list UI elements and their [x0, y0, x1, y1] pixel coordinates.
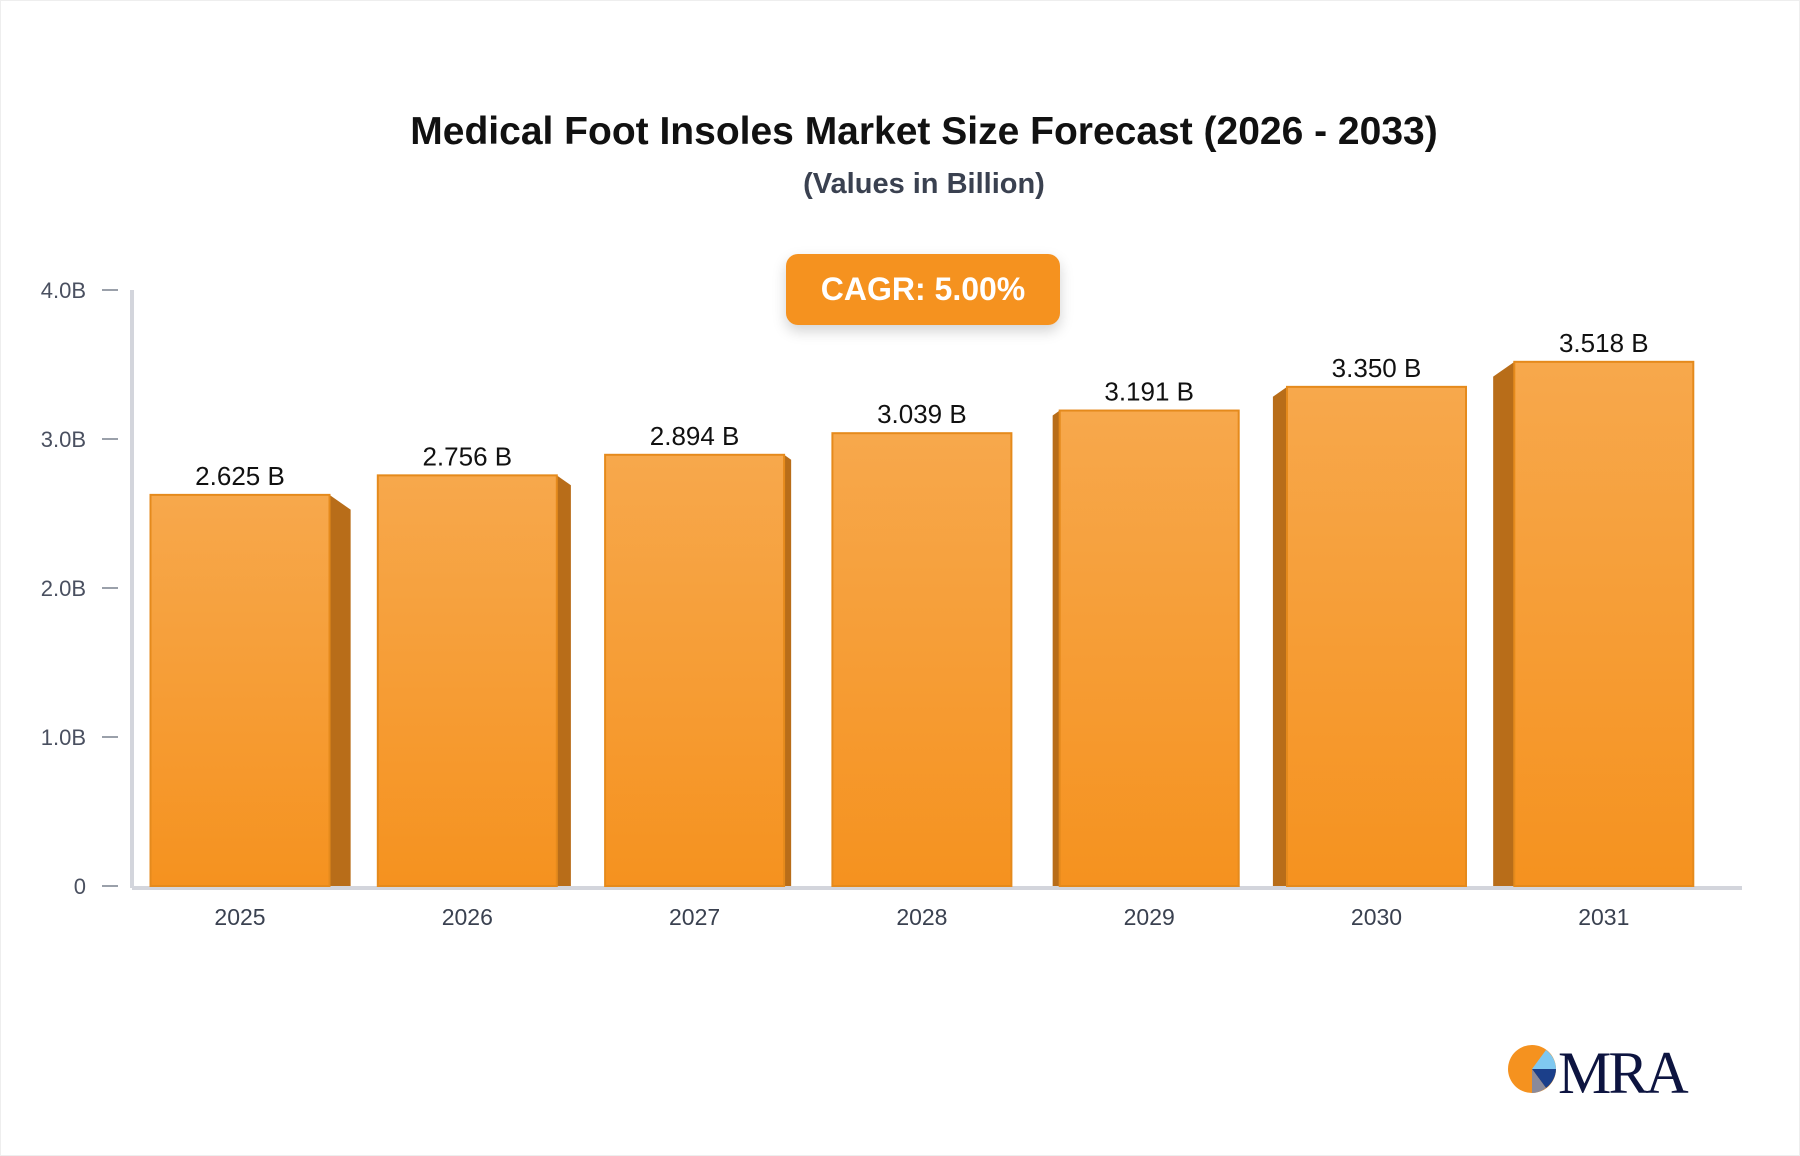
x-tick-label: 2029 — [1124, 904, 1175, 930]
y-tick-label: 0 — [74, 874, 86, 899]
x-tick-label: 2030 — [1351, 904, 1402, 930]
x-tick-label: 2025 — [214, 904, 265, 930]
cagr-badge: CAGR: 5.00% — [786, 254, 1060, 325]
bar — [1286, 385, 1467, 887]
data-label: 2.625 B — [195, 461, 285, 491]
x-tick-label: 2028 — [896, 904, 947, 930]
y-tick-label: 4.0B — [41, 278, 86, 303]
data-label: 3.191 B — [1104, 377, 1194, 407]
y-tick-label: 3.0B — [41, 427, 86, 452]
bar — [1513, 360, 1695, 887]
svg-text:MRA: MRA — [1558, 1040, 1688, 1098]
chart-title: Medical Foot Insoles Market Size Forecas… — [410, 110, 1438, 153]
chart-subtitle: (Values in Billion) — [803, 168, 1045, 200]
bar — [604, 453, 786, 887]
bar — [376, 474, 558, 887]
bar-side — [1493, 361, 1515, 886]
bar — [149, 493, 331, 887]
data-label: 3.350 B — [1332, 353, 1422, 383]
bar — [831, 432, 1013, 887]
x-tick-label: 2031 — [1578, 904, 1629, 930]
bar-side — [1052, 410, 1060, 886]
data-label: 2.894 B — [650, 421, 740, 451]
bar-side — [1272, 386, 1287, 886]
bar-side — [556, 475, 571, 886]
y-tick-label: 1.0B — [41, 725, 86, 750]
data-label: 3.039 B — [877, 399, 967, 429]
bar — [1058, 409, 1240, 887]
data-label: 3.518 B — [1559, 328, 1649, 358]
data-label: 2.756 B — [422, 441, 512, 471]
bar-side — [784, 454, 792, 886]
bar-side — [329, 494, 351, 886]
mra-logo: MRA — [1506, 1040, 1696, 1106]
y-tick-label: 2.0B — [41, 576, 86, 601]
x-tick-label: 2027 — [669, 904, 720, 930]
x-tick-label: 2026 — [442, 904, 493, 930]
